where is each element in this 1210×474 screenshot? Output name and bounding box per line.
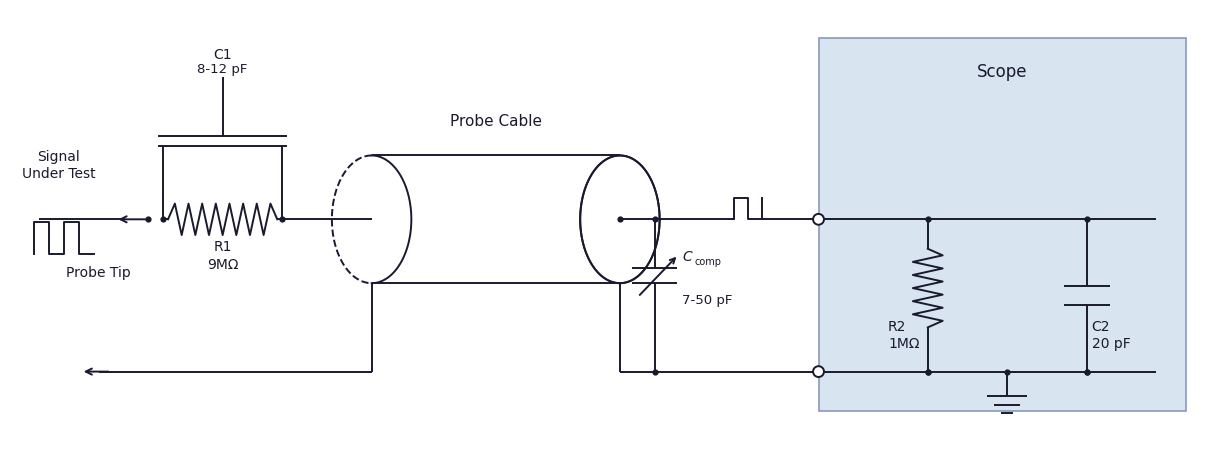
- Text: R1: R1: [213, 240, 232, 254]
- Circle shape: [813, 214, 824, 225]
- Text: 20 pF: 20 pF: [1091, 337, 1130, 351]
- Ellipse shape: [580, 155, 659, 283]
- Text: 8-12 pF: 8-12 pF: [197, 64, 248, 76]
- Text: 7-50 pF: 7-50 pF: [682, 294, 733, 307]
- Circle shape: [813, 366, 824, 377]
- Text: Probe Tip: Probe Tip: [67, 266, 131, 280]
- Text: 1MΩ: 1MΩ: [888, 337, 920, 351]
- Text: C1: C1: [213, 48, 232, 62]
- Text: Signal
Under Test: Signal Under Test: [22, 150, 96, 181]
- Text: Scope: Scope: [976, 63, 1027, 81]
- Text: C: C: [682, 249, 692, 264]
- Text: 9MΩ: 9MΩ: [207, 257, 238, 272]
- Text: R2: R2: [888, 320, 906, 334]
- Text: comp: comp: [695, 257, 721, 267]
- Bar: [818, 37, 1186, 411]
- Text: C2: C2: [1091, 320, 1110, 334]
- Text: Probe Cable: Probe Cable: [450, 114, 542, 128]
